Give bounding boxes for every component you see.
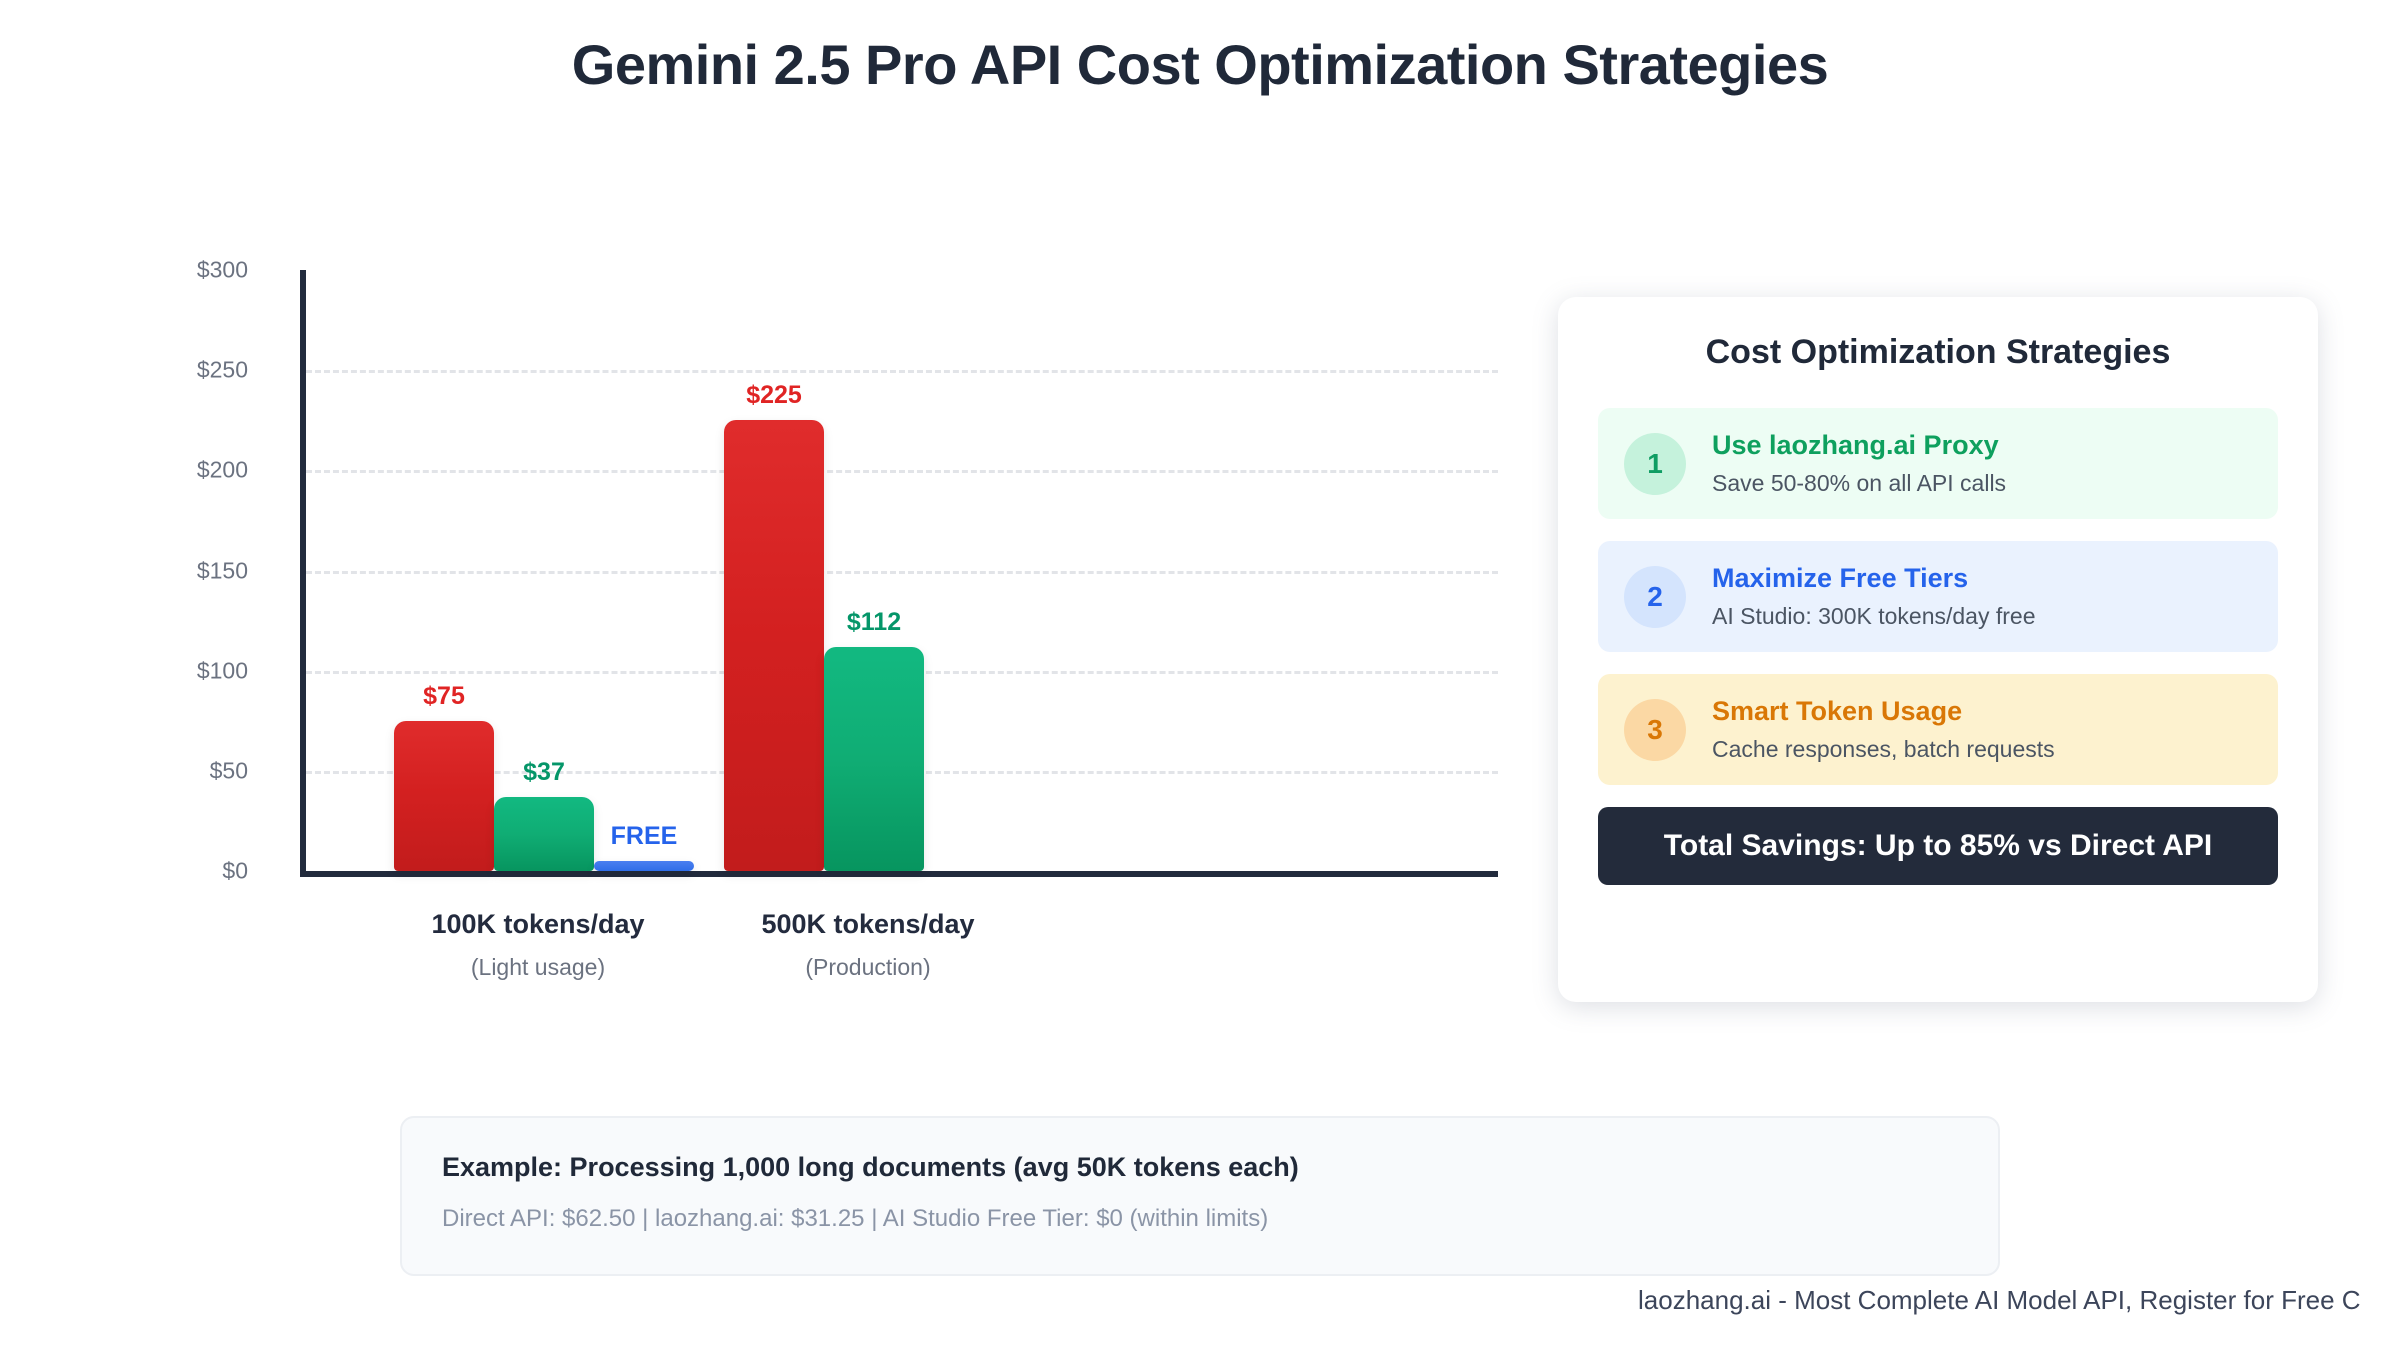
bar (594, 860, 694, 871)
x-axis-group-label-main: 100K tokens/day (431, 909, 645, 939)
y-axis-tick-label: $0 (222, 857, 248, 884)
strategy-item-2[interactable]: 2 Maximize Free Tiers AI Studio: 300K to… (1598, 541, 2278, 652)
example-title: Example: Processing 1,000 long documents… (442, 1152, 1299, 1182)
bar (724, 420, 824, 871)
x-axis-group-label-sub: (Light usage) (470, 954, 606, 980)
strategy-number-badge: 2 (1624, 565, 1686, 628)
example-detail: Direct API: $62.50 | laozhang.ai: $31.25… (442, 1205, 1269, 1232)
x-axis-group-label-main: 500K tokens/day (761, 909, 975, 939)
x-axis-group-label: 500K tokens/day (Production) (761, 909, 974, 981)
strategy-description: Cache responses, batch requests (1712, 736, 2055, 762)
page-title: Gemini 2.5 Pro API Cost Optimization Str… (571, 33, 1829, 96)
gridline (306, 370, 1498, 374)
gridline (306, 570, 1498, 574)
bar (824, 646, 924, 871)
strategy-item-3[interactable]: 3 Smart Token Usage Cache responses, bat… (1598, 674, 2278, 785)
bar-value-label: $112 (846, 607, 902, 636)
strategy-item-1[interactable]: 1 Use laozhang.ai Proxy Save 50-80% on a… (1598, 408, 2278, 519)
y-axis-tick-label: $200 (196, 456, 248, 483)
bar (494, 796, 594, 871)
total-savings-banner: Total Savings: Up to 85% vs Direct API (1598, 807, 2278, 885)
y-axis: $0 $50 $100 $150 $200 $250 $300 (0, 257, 270, 910)
bar-chart: $0 $50 $100 $150 $200 $250 $300 $75 $37 FREE $225… (0, 257, 1540, 980)
y-axis-tick-label: $50 (209, 757, 248, 784)
y-axis-tick-label: $250 (196, 356, 248, 383)
strategies-panel: Cost Optimization Strategies 1 Use laozh… (1558, 297, 2318, 1002)
panel-title: Cost Optimization Strategies (1705, 333, 2171, 371)
bar-value-label: FREE (610, 821, 678, 850)
y-axis-tick-label: $150 (196, 557, 248, 583)
bar-value-label: $225 (746, 381, 802, 410)
y-axis-tick-label: $300 (196, 256, 248, 283)
strategy-description: AI Studio: 300K tokens/day free (1712, 603, 2036, 629)
strategy-title: Smart Token Usage (1712, 696, 1963, 726)
strategy-description: Save 50-80% on all API calls (1712, 470, 2007, 496)
y-axis-tick-label: $100 (196, 657, 248, 684)
bar-value-label: $75 (423, 681, 465, 710)
bar (394, 720, 494, 871)
example-box: Example: Processing 1,000 long documents… (400, 1116, 2000, 1276)
x-axis-group-label: 100K tokens/day (Light usage) (431, 909, 644, 981)
strategy-title: Maximize Free Tiers (1712, 563, 1969, 593)
strategy-title: Use laozhang.ai Proxy (1712, 430, 1999, 460)
gridline (306, 470, 1498, 474)
plot-area: $75 $37 FREE $225 $112 (300, 270, 1498, 877)
strategy-number-badge: 3 (1624, 698, 1686, 761)
footer-note: laozhang.ai - Most Complete AI Model API… (1638, 1285, 2361, 1315)
strategy-list: 1 Use laozhang.ai Proxy Save 50-80% on a… (1598, 408, 2278, 785)
x-axis-group-label-sub: (Production) (805, 954, 931, 980)
strategy-number-badge: 1 (1624, 432, 1686, 495)
bar-value-label: $37 (523, 757, 565, 786)
